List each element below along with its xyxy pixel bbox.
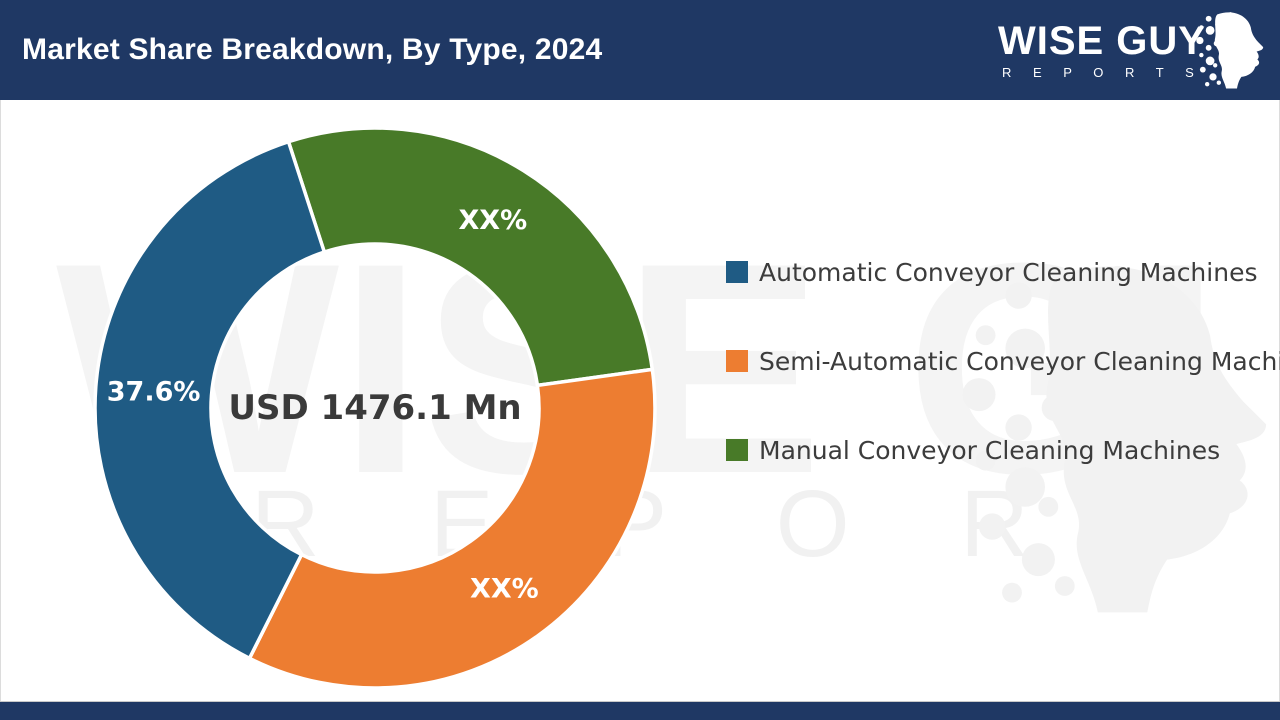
wise-guy-reports-logo: WISE GUY R E P O R T S [998, 10, 1266, 90]
legend-item-automatic: Automatic Conveyor Cleaning Machines [726, 258, 1280, 286]
legend-label: Manual Conveyor Cleaning Machines [759, 436, 1221, 464]
logo-reports-text: R E P O R T S [1001, 64, 1203, 80]
legend-swatch-semi-automatic [726, 350, 748, 372]
legend-item-manual: Manual Conveyor Cleaning Machines [726, 436, 1280, 464]
header-bar: Market Share Breakdown, By Type, 2024 WI… [0, 0, 1280, 100]
legend-label: Automatic Conveyor Cleaning Machines [759, 258, 1258, 286]
legend-swatch-manual [726, 439, 748, 461]
chart-legend: Automatic Conveyor Cleaning Machines Sem… [726, 258, 1280, 525]
logo-face-icon [1192, 10, 1266, 90]
legend-label: Semi-Automatic Conveyor Cleaning Machine… [759, 347, 1280, 375]
legend-swatch-automatic [726, 261, 748, 283]
legend-item-semi-automatic: Semi-Automatic Conveyor Cleaning Machine… [726, 347, 1280, 375]
donut-center-value: USD 1476.1 Mn [228, 388, 522, 428]
logo-wordmark: WISE GUY [997, 18, 1206, 63]
footer-bar [0, 701, 1280, 720]
page-title: Market Share Breakdown, By Type, 2024 [22, 33, 603, 66]
